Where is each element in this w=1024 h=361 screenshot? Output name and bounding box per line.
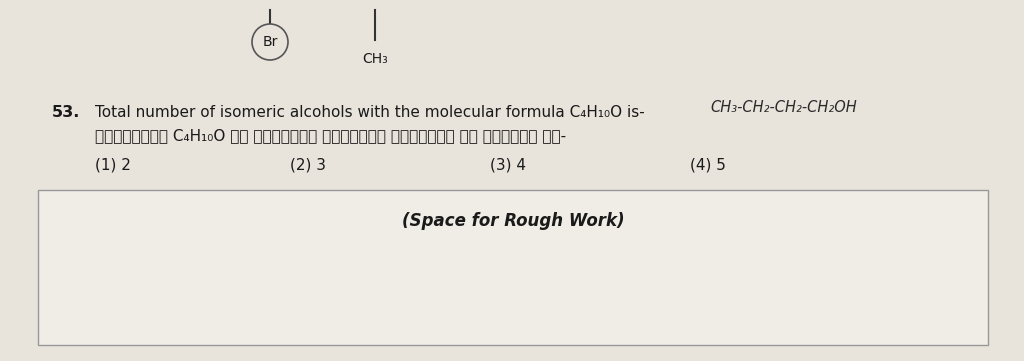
Text: (4) 5: (4) 5: [690, 158, 726, 173]
Text: Total number of isomeric alcohols with the molecular formula C₄H₁₀O is-: Total number of isomeric alcohols with t…: [95, 105, 645, 120]
Text: Br: Br: [262, 35, 278, 49]
Text: 53.: 53.: [52, 105, 80, 120]
Bar: [38, 190, 988, 345]
Circle shape: [252, 24, 288, 60]
Text: अणुसूत्र C₄H₁₀O के संभावित समावयवी एल्कोहल की संख्या है-: अणुसूत्र C₄H₁₀O के संभावित समावयवी एल्को…: [95, 128, 566, 143]
Text: (1) 2: (1) 2: [95, 158, 131, 173]
Text: CH₃-CH₂-CH₂-CH₂OH: CH₃-CH₂-CH₂-CH₂OH: [710, 100, 857, 115]
Text: (3) 4: (3) 4: [490, 158, 526, 173]
Text: (Space for Rough Work): (Space for Rough Work): [401, 212, 625, 230]
Text: CH₃: CH₃: [362, 52, 388, 66]
Text: (2) 3: (2) 3: [290, 158, 326, 173]
